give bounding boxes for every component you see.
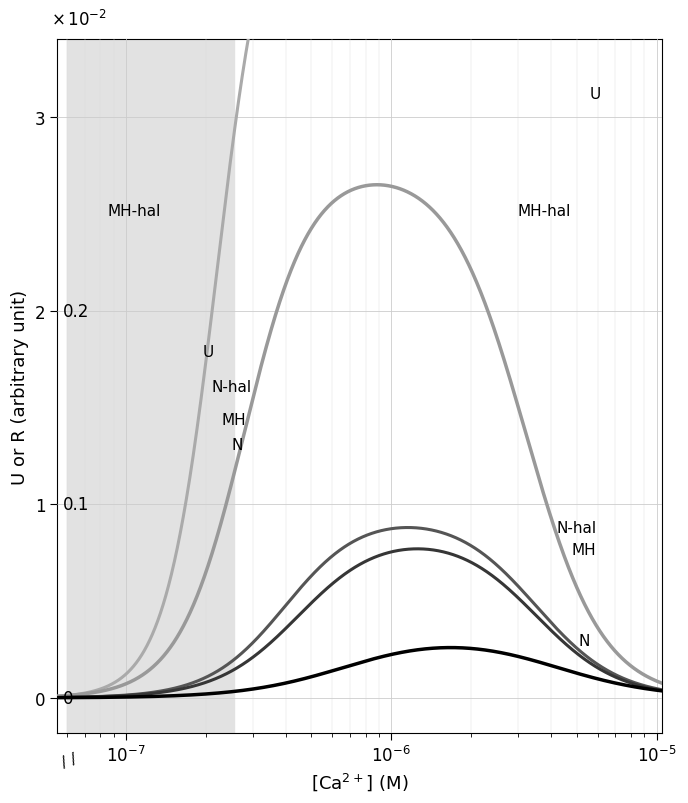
Text: MH-hal: MH-hal bbox=[518, 203, 571, 218]
Text: MH: MH bbox=[572, 542, 596, 556]
Text: MH: MH bbox=[222, 412, 246, 427]
Text: U: U bbox=[590, 88, 601, 102]
Text: $\times\,10^{-2}$: $\times\,10^{-2}$ bbox=[51, 10, 107, 30]
Y-axis label: U or R (arbitrary unit): U or R (arbitrary unit) bbox=[11, 289, 29, 484]
Text: / /: / / bbox=[60, 750, 79, 769]
Text: U: U bbox=[203, 344, 214, 360]
Text: MH-hal: MH-hal bbox=[107, 203, 160, 218]
Text: 0.2: 0.2 bbox=[63, 302, 89, 320]
Bar bbox=[67, 40, 234, 733]
Text: N: N bbox=[232, 438, 243, 452]
X-axis label: [Ca$^{2+}$] (M): [Ca$^{2+}$] (M) bbox=[311, 770, 409, 792]
Text: N-hal: N-hal bbox=[557, 520, 596, 536]
Text: 0: 0 bbox=[63, 689, 73, 707]
Text: N: N bbox=[579, 633, 590, 648]
Text: 0.1: 0.1 bbox=[63, 495, 89, 514]
Text: N-hal: N-hal bbox=[211, 380, 252, 394]
